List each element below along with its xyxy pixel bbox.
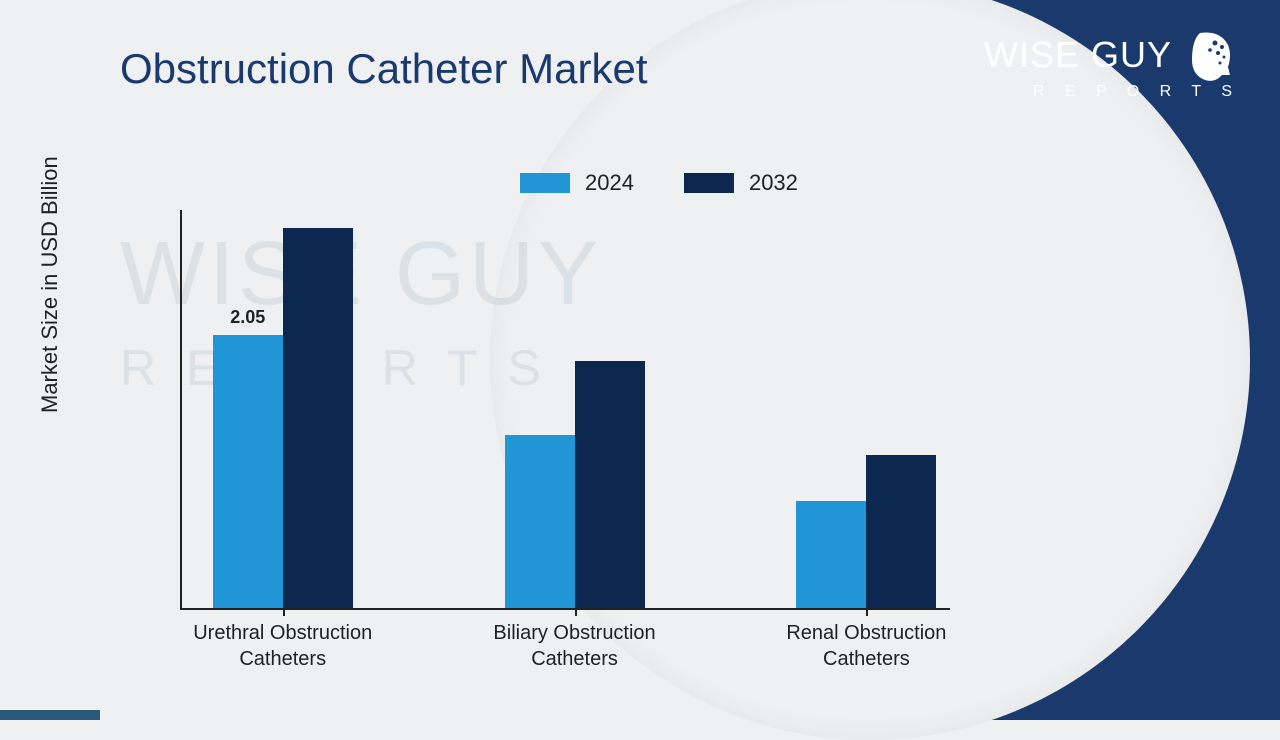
x-axis-tick	[283, 608, 285, 616]
y-axis-label: Market Size in USD Billion	[37, 156, 63, 413]
head-icon	[1180, 25, 1240, 85]
bar-group: Renal Obstruction Catheters	[796, 455, 936, 608]
bar	[866, 455, 936, 608]
x-axis-category-label: Urethral Obstruction Catheters	[193, 620, 373, 672]
legend-label-2024: 2024	[585, 170, 634, 196]
legend-swatch-2024	[520, 173, 570, 193]
plot-area: 2.05Urethral Obstruction Catheters Biliar…	[180, 210, 950, 610]
bar	[283, 228, 353, 608]
chart-area: Market Size in USD Billion 2024 2032 2.0…	[100, 150, 950, 680]
bar-group: 2.05Urethral Obstruction Catheters	[213, 228, 353, 608]
bar	[796, 501, 866, 608]
bar-group: Biliary Obstruction Catheters	[505, 361, 645, 608]
bar: 2.05	[213, 335, 283, 608]
legend-label-2032: 2032	[749, 170, 798, 196]
legend: 2024 2032	[520, 170, 798, 196]
x-axis-category-label: Renal Obstruction Catheters	[776, 620, 956, 672]
legend-item-2032: 2032	[684, 170, 798, 196]
logo-text: WISE GUY	[984, 34, 1172, 76]
chart-title: Obstruction Catheter Market	[120, 45, 648, 93]
x-axis-tick	[575, 608, 577, 616]
logo-subtitle: R E P O R T S	[984, 83, 1240, 101]
legend-item-2024: 2024	[520, 170, 634, 196]
legend-swatch-2032	[684, 173, 734, 193]
bottom-accent-bar	[0, 710, 100, 720]
x-axis-category-label: Biliary Obstruction Catheters	[485, 620, 665, 672]
brand-logo: WISE GUY R E P O R T S	[984, 25, 1240, 101]
bar	[575, 361, 645, 608]
bar-value-label: 2.05	[230, 307, 265, 328]
bar	[505, 435, 575, 608]
x-axis-tick	[866, 608, 868, 616]
